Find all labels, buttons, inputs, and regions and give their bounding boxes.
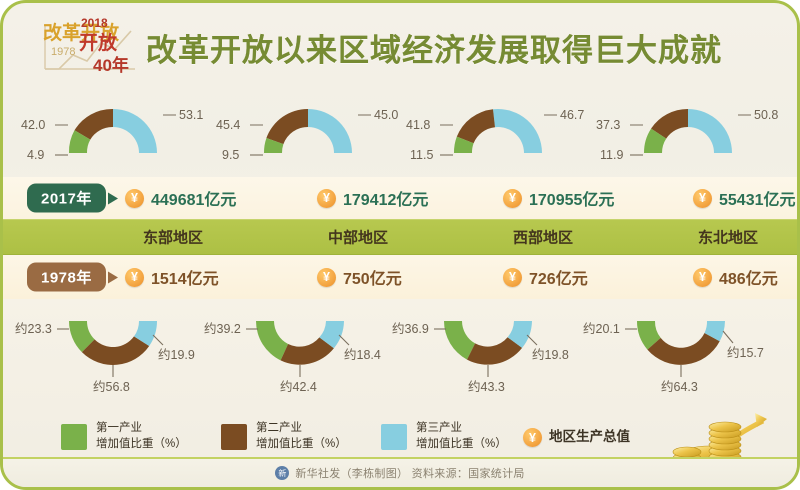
value-tertiary-2017-northeast: 50.8 — [754, 108, 778, 122]
legend-label-tertiary: 第三产业 增加值比重（%） — [416, 421, 507, 452]
chart-2017-west: 46.7 41.8 11.5 — [398, 87, 598, 179]
yen-icon: ¥ — [503, 188, 522, 208]
legend-line1: 第一产业 — [96, 422, 142, 434]
value-secondary-1978-west: 约43.3 — [468, 379, 505, 394]
legend-swatch-primary — [61, 423, 87, 450]
value-primary-1978-west: 约36.9 — [392, 321, 429, 336]
value-tertiary-2017-central: 45.0 — [374, 108, 398, 122]
chart-1978-east: 约23.3 约56.8 约19.9 — [13, 299, 213, 411]
region-bar: 东部地区 中部地区 西部地区 东北地区 — [3, 219, 797, 255]
chart-1978-west: 约36.9 约43.3 约19.8 — [388, 299, 588, 411]
value-primary-1978-central: 约39.2 — [204, 321, 241, 336]
chart-2017-northeast: 50.8 37.3 11.9 — [588, 87, 788, 179]
legend-item-primary: 第一产业 增加值比重（%） — [61, 421, 187, 452]
value-secondary-2017-west: 41.8 — [406, 118, 430, 132]
value-tertiary-1978-northeast: 约15.7 — [727, 345, 764, 360]
footer: 新 新华社发（李栋制图） 资料来源：国家统计局 — [3, 457, 797, 487]
gdp-value: 55431亿元 — [719, 192, 796, 209]
legend-item-gdp: ¥ 地区生产总值 — [523, 428, 630, 447]
value-secondary-2017-central: 45.4 — [216, 118, 240, 132]
band-2017: 2017年 ¥ 449681亿元 ¥ 179412亿元 ¥ 170955亿元 ¥… — [3, 177, 797, 219]
band-1978: 1978年 ¥ 1514亿元 ¥ 750亿元 ¥ 726亿元 ¥ 486亿元 — [3, 255, 797, 299]
yen-icon: ¥ — [125, 267, 144, 287]
legend-line2: 增加值比重（%） — [96, 437, 187, 450]
footer-credit: 新华社发（李栋制图） 资料来源：国家统计局 — [295, 468, 525, 480]
gdp-value: 449681亿元 — [151, 192, 237, 209]
year-badge-2017: 2017年 — [27, 183, 118, 213]
gdp-value: 170955亿元 — [529, 192, 615, 209]
legend-label-gdp: 地区生产总值 — [549, 429, 630, 445]
gdp-2017-east: ¥ 449681亿元 — [125, 186, 236, 210]
chart-2017-east: 53.1 42.0 4.9 — [13, 87, 213, 179]
yen-icon: ¥ — [693, 267, 712, 287]
gdp-1978-central: ¥ 750亿元 — [317, 265, 402, 289]
value-tertiary-1978-west: 约19.8 — [532, 347, 569, 362]
gdp-value: 750亿元 — [343, 271, 402, 288]
value-tertiary-2017-east: 53.1 — [179, 108, 203, 122]
charts-row-1978: 约23.3 约56.8 约19.9 约39.2 约42.4 约18.4 — [3, 299, 797, 411]
logo-text-gaige: 改革开放 — [43, 21, 120, 44]
region-label-west: 西部地区 — [512, 229, 574, 247]
gdp-1978-west: ¥ 726亿元 — [503, 265, 588, 289]
value-primary-1978-east: 约23.3 — [15, 321, 52, 336]
chart-1978-central: 约39.2 约42.4 约18.4 — [200, 299, 400, 411]
legend-item-secondary: 第二产业 增加值比重（%） — [221, 421, 347, 452]
value-primary-2017-central: 9.5 — [222, 148, 239, 162]
gdp-1978-east: ¥ 1514亿元 — [125, 265, 219, 289]
svg-text:2018: 2018 — [81, 16, 108, 30]
legend-line1: 第二产业 — [256, 422, 302, 434]
header: 改革开放 开放 2018 1978 40年 改革开放以来区域经济发展取得巨大成就 — [3, 3, 797, 87]
legend-swatch-secondary — [221, 423, 247, 450]
value-primary-2017-east: 4.9 — [27, 148, 44, 162]
gdp-2017-central: ¥ 179412亿元 — [317, 186, 428, 210]
value-secondary-2017-east: 42.0 — [21, 118, 45, 132]
gdp-2017-northeast: ¥ 55431亿元 — [693, 186, 796, 210]
yen-icon: ¥ — [523, 428, 542, 447]
svg-text:40年: 40年 — [93, 55, 129, 75]
value-secondary-1978-northeast: 约64.3 — [661, 379, 698, 394]
legend-label-secondary: 第二产业 增加值比重（%） — [256, 421, 347, 452]
chart-2017-central: 45.0 45.4 9.5 — [208, 87, 408, 179]
gdp-1978-northeast: ¥ 486亿元 — [693, 265, 778, 289]
value-secondary-1978-east: 约56.8 — [93, 379, 130, 394]
gdp-value: 486亿元 — [719, 271, 778, 288]
legend-swatch-tertiary — [381, 423, 407, 450]
svg-text:1978: 1978 — [51, 46, 75, 58]
page-title: 改革开放以来区域经济发展取得巨大成就 — [146, 25, 722, 70]
value-secondary-1978-central: 约42.4 — [280, 379, 317, 394]
yen-icon: ¥ — [317, 188, 336, 208]
yen-icon: ¥ — [317, 267, 336, 287]
region-label-northeast: 东北地区 — [697, 229, 759, 247]
value-primary-2017-northeast: 11.9 — [600, 148, 623, 162]
legend-item-tertiary: 第三产业 增加值比重（%） — [381, 421, 507, 452]
yen-icon: ¥ — [693, 188, 712, 208]
gdp-value: 179412亿元 — [343, 192, 429, 209]
value-secondary-2017-northeast: 37.3 — [596, 118, 620, 132]
value-tertiary-1978-central: 约18.4 — [344, 347, 381, 362]
region-label-east: 东部地区 — [142, 229, 204, 247]
value-primary-2017-west: 11.5 — [410, 148, 433, 162]
legend-line1: 第三产业 — [416, 422, 462, 434]
gdp-value: 1514亿元 — [151, 271, 219, 288]
gdp-2017-west: ¥ 170955亿元 — [503, 186, 614, 210]
value-primary-1978-northeast: 约20.1 — [583, 321, 620, 336]
chart-1978-northeast: 约20.1 约64.3 约15.7 — [581, 299, 781, 411]
anniversary-logo: 改革开放 开放 2018 1978 40年 — [39, 11, 149, 77]
yen-icon: ¥ — [503, 267, 522, 287]
charts-row-2017: 53.1 42.0 4.9 45.0 45.4 9.5 — [3, 87, 797, 177]
gdp-value: 726亿元 — [529, 271, 588, 288]
svg-text:开放: 开放 — [79, 31, 118, 54]
xinhua-logo-icon: 新 — [275, 466, 290, 480]
year-badge-1978: 1978年 — [27, 262, 118, 292]
legend-label-primary: 第一产业 增加值比重（%） — [96, 421, 187, 452]
value-tertiary-2017-west: 46.7 — [560, 108, 584, 122]
legend-line2: 增加值比重（%） — [416, 437, 507, 450]
region-label-central: 中部地区 — [327, 229, 389, 247]
value-tertiary-1978-east: 约19.9 — [158, 347, 195, 362]
yen-icon: ¥ — [125, 188, 144, 208]
legend-line2: 增加值比重（%） — [256, 437, 347, 450]
